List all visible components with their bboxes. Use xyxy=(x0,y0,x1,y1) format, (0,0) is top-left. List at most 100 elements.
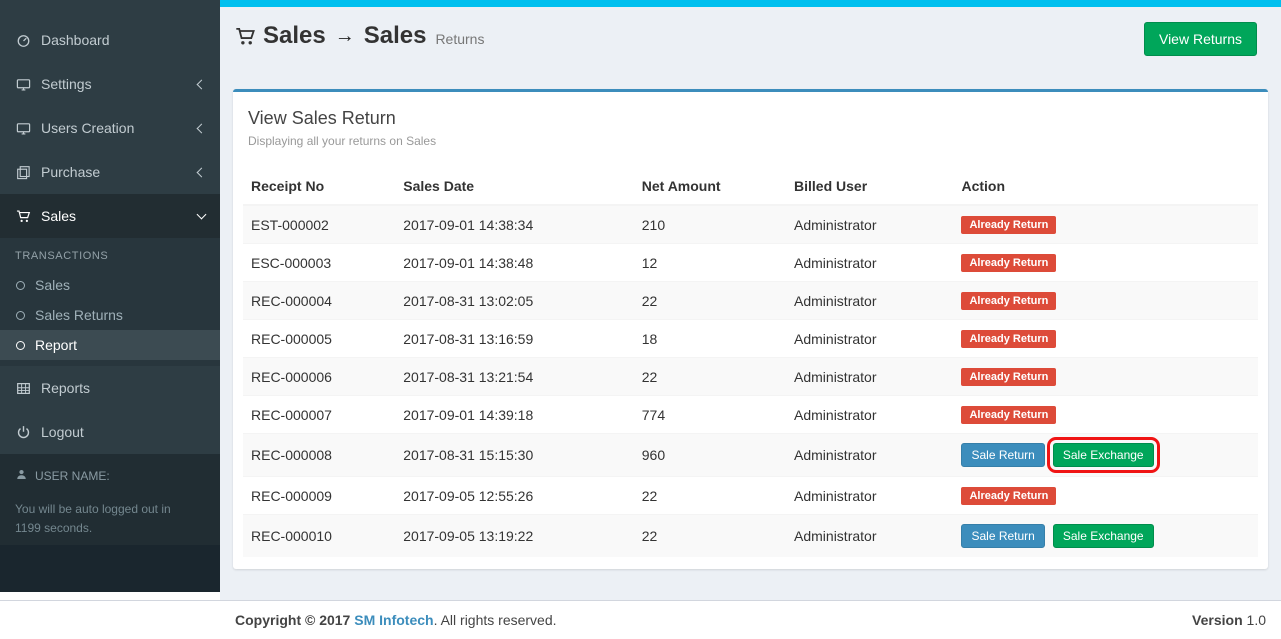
title-suffix: Returns xyxy=(435,31,485,47)
sidebar-item-dashboard[interactable]: Dashboard xyxy=(0,18,220,62)
sale-return-button[interactable]: Sale Return xyxy=(961,443,1045,467)
sidebar-item-label: Sales xyxy=(41,208,77,224)
already-return-badge: Already Return xyxy=(961,292,1057,310)
user-name-label: USER NAME: xyxy=(35,469,110,483)
sidebar-nav: Dashboard Settings Users Creation xyxy=(0,0,220,454)
sales-date-cell: 2017-09-01 14:38:48 xyxy=(395,243,634,282)
sales-returns-table-body: EST-000002 2017-09-01 14:38:34 210 Administ… xyxy=(243,204,1258,557)
version-text: Version 1.0 xyxy=(1192,612,1266,628)
billed-user-cell: Administrator xyxy=(786,281,954,320)
top-accent-bar xyxy=(220,0,1281,7)
main-content: Sales → Sales Returns View Returns View … xyxy=(220,0,1281,600)
sale-exchange-button[interactable]: Sale Exchange xyxy=(1052,524,1154,548)
receipt-no-cell: REC-000010 xyxy=(243,514,396,557)
sales-returns-table: Receipt No Sales Date Net Amount Billed … xyxy=(243,168,1258,557)
sales-date-cell: 2017-08-31 13:02:05 xyxy=(395,281,634,320)
sales-date-cell: 2017-09-01 14:39:18 xyxy=(395,395,634,434)
net-amount-cell: 774 xyxy=(633,395,787,434)
sidebar-item-purchase[interactable]: Purchase xyxy=(0,150,220,194)
table-row: ESC-000003 2017-09-01 14:38:48 12 Administr… xyxy=(243,243,1258,282)
submenu-item-sales[interactable]: Sales xyxy=(0,270,220,300)
receipt-no-cell: EST-000002 xyxy=(243,204,396,244)
already-return-badge: Already Return xyxy=(961,330,1057,348)
already-return-badge: Already Return xyxy=(961,487,1057,505)
sidebar-item-label: Settings xyxy=(41,76,92,92)
submenu-item-label: Report xyxy=(35,337,78,353)
chevron-down-icon xyxy=(196,209,207,220)
title-secondary: Sales xyxy=(363,22,427,49)
table-row: REC-000005 2017-08-31 13:16:59 18 Administr… xyxy=(243,319,1258,358)
submenu-item-label: Sales xyxy=(35,277,71,293)
table-row: REC-000004 2017-08-31 13:02:05 22 Administr… xyxy=(243,281,1258,320)
power-icon xyxy=(15,425,31,440)
net-amount-cell: 22 xyxy=(633,476,787,515)
receipt-no-cell: REC-000009 xyxy=(243,476,396,515)
column-header: Action xyxy=(953,168,1258,206)
sidebar-item-label: Users Creation xyxy=(41,120,135,136)
net-amount-cell: 18 xyxy=(633,319,787,358)
table-row: REC-000006 2017-08-31 13:21:54 22 Administr… xyxy=(243,357,1258,396)
submenu-item-sales-returns[interactable]: Sales Returns xyxy=(0,300,220,330)
column-header: Sales Date xyxy=(395,168,634,206)
action-cell: Sale Return Sale Exchange xyxy=(953,433,1258,477)
monitor-icon xyxy=(15,121,31,136)
action-cell: Sale Return Sale Exchange xyxy=(953,514,1258,557)
receipt-no-cell: REC-000006 xyxy=(243,357,396,396)
billed-user-cell: Administrator xyxy=(786,243,954,282)
billed-user-cell: Administrator xyxy=(786,204,954,244)
net-amount-cell: 12 xyxy=(633,243,787,282)
billed-user-cell: Administrator xyxy=(786,433,954,477)
sidebar-item-logout[interactable]: Logout xyxy=(0,410,220,454)
column-header: Receipt No xyxy=(243,168,396,206)
circle-o-icon xyxy=(16,340,25,350)
auto-logout-notice: You will be auto logged out in 1199 seco… xyxy=(15,502,171,535)
submenu-item-report[interactable]: Report xyxy=(0,330,220,360)
sidebar-item-sales[interactable]: Sales xyxy=(0,194,220,238)
action-cell: Already Return xyxy=(953,243,1258,282)
chevron-left-icon xyxy=(196,123,207,133)
table-header-row: Receipt No Sales Date Net Amount Billed … xyxy=(243,168,1258,206)
arrow-right-icon: → xyxy=(334,24,355,47)
page-title: Sales → Sales Returns xyxy=(235,22,484,50)
view-returns-button[interactable]: View Returns xyxy=(1143,22,1257,56)
billed-user-cell: Administrator xyxy=(786,476,954,515)
user-icon xyxy=(15,468,28,484)
sidebar-item-reports[interactable]: Reports xyxy=(0,366,220,410)
user-panel: USER NAME: You will be auto logged out i… xyxy=(0,454,220,545)
title-primary: Sales xyxy=(263,22,326,49)
sales-date-cell: 2017-08-31 13:16:59 xyxy=(395,319,634,358)
chevron-left-icon xyxy=(196,167,207,177)
submenu-item-label: Sales Returns xyxy=(35,307,123,323)
company-link[interactable]: SM Infotech xyxy=(354,612,434,628)
transactions-section-header: TRANSACTIONS xyxy=(15,250,109,262)
monitor-icon xyxy=(15,77,31,92)
column-header: Net Amount xyxy=(633,168,787,206)
sales-date-cell: 2017-09-01 14:38:34 xyxy=(395,204,634,244)
column-header: Billed User xyxy=(786,168,954,206)
cart-icon xyxy=(15,209,31,224)
table-row: REC-000007 2017-09-01 14:39:18 774 Administ… xyxy=(243,395,1258,434)
receipt-no-cell: REC-000008 xyxy=(243,433,396,477)
chevron-left-icon xyxy=(196,79,207,89)
already-return-badge: Already Return xyxy=(961,216,1057,234)
sale-exchange-button-highlighted[interactable]: Sale Exchange xyxy=(1046,437,1160,473)
cart-icon xyxy=(235,26,256,47)
billed-user-cell: Administrator xyxy=(786,357,954,396)
table-row: REC-000009 2017-09-05 12:55:26 22 Administr… xyxy=(243,476,1258,515)
sidebar-item-label: Dashboard xyxy=(41,32,110,48)
sidebar-item-users-creation[interactable]: Users Creation xyxy=(0,106,220,150)
sidebar-item-settings[interactable]: Settings xyxy=(0,62,220,106)
action-cell: Already Return xyxy=(953,395,1258,434)
sale-return-button[interactable]: Sale Return xyxy=(961,524,1045,548)
gauge-icon xyxy=(15,33,31,48)
sidebar-item-label: Logout xyxy=(41,424,84,440)
action-cell: Already Return xyxy=(953,476,1258,515)
already-return-badge: Already Return xyxy=(961,368,1057,386)
card-title: View Sales Return xyxy=(248,108,396,128)
sales-date-cell: 2017-08-31 15:15:30 xyxy=(395,433,634,477)
net-amount-cell: 22 xyxy=(633,357,787,396)
net-amount-cell: 22 xyxy=(633,281,787,320)
sales-date-cell: 2017-09-05 12:55:26 xyxy=(395,476,634,515)
billed-user-cell: Administrator xyxy=(786,395,954,434)
